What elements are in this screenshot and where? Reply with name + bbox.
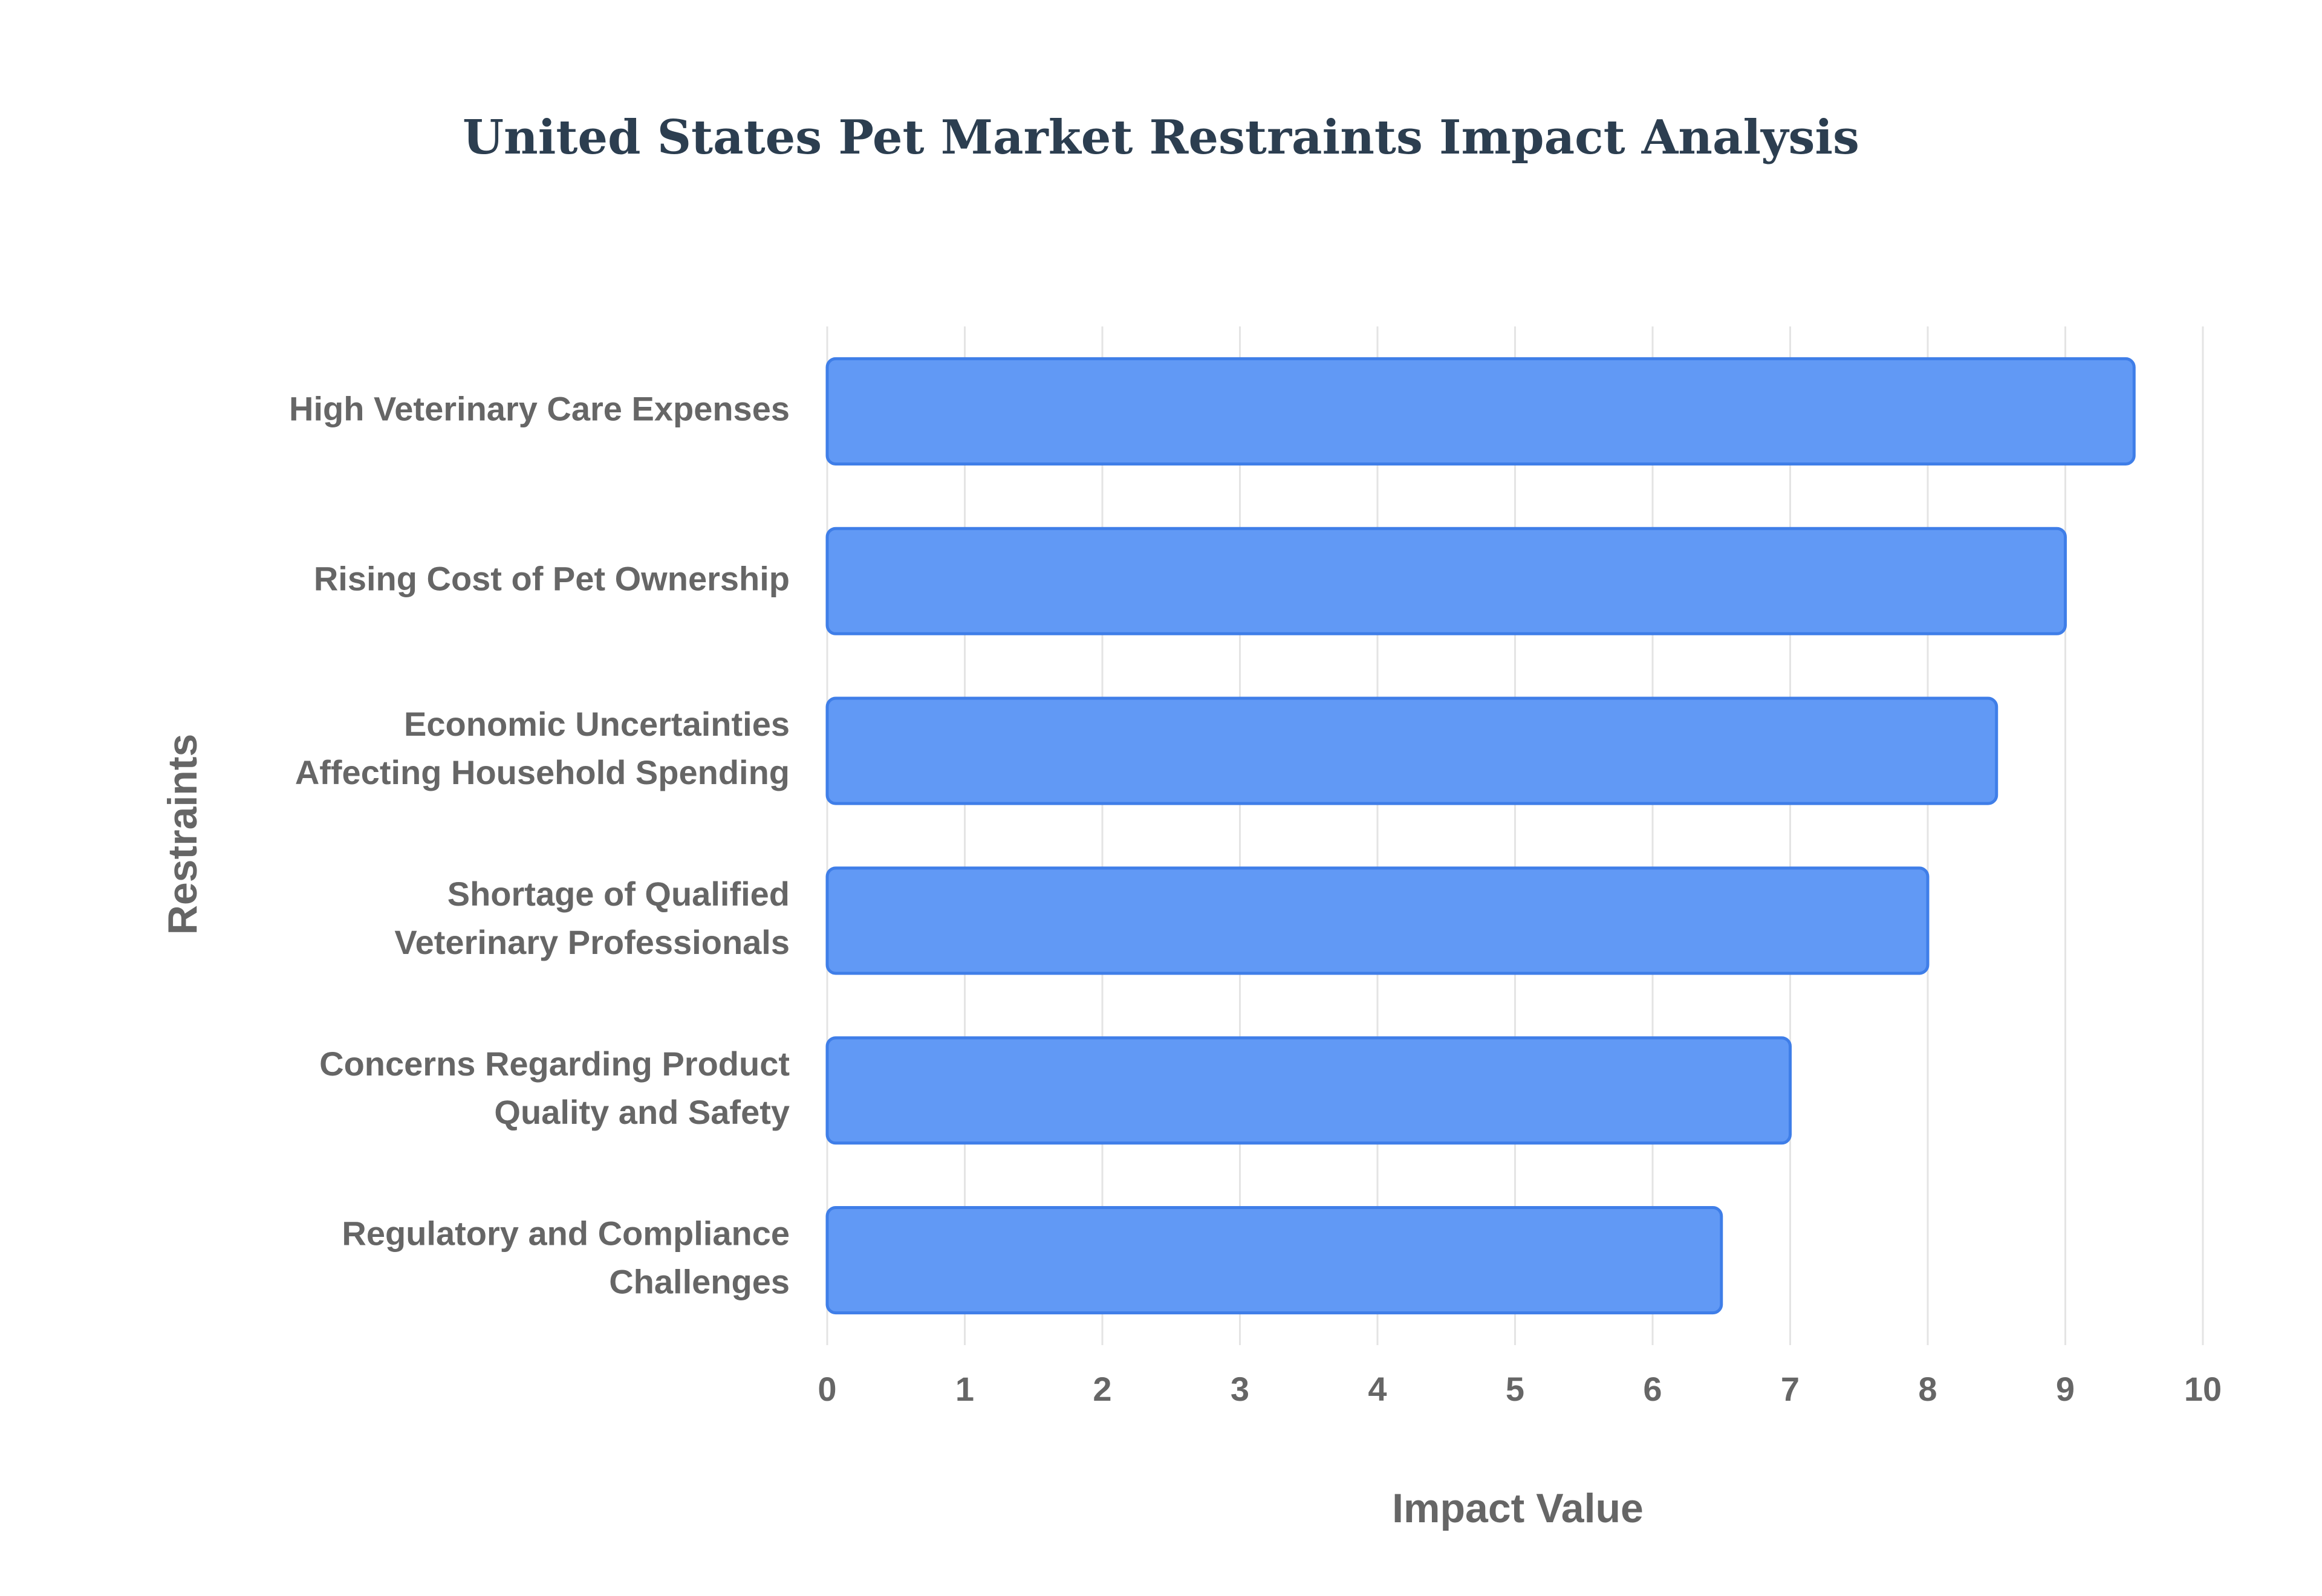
category-label: Shortage of Qualified Veterinary Professi… bbox=[394, 875, 790, 961]
x-tick-labels: 0 1 2 3 4 5 6 7 8 9 10 bbox=[818, 1370, 2222, 1408]
x-tick-label: 5 bbox=[1506, 1370, 1524, 1408]
chart-title: United States Pet Market Restraints Impa… bbox=[463, 110, 1859, 165]
x-tick-label: 0 bbox=[818, 1370, 836, 1408]
x-tick-label: 4 bbox=[1368, 1370, 1387, 1408]
bar bbox=[825, 866, 1930, 975]
grid-lines bbox=[826, 326, 2204, 1345]
category-label-line: Veterinary Professionals bbox=[394, 923, 790, 961]
x-tick-label: 7 bbox=[1781, 1370, 1800, 1408]
bar bbox=[825, 357, 2136, 465]
category-label-line: Shortage of Qualified bbox=[447, 875, 790, 913]
category-label-line: Regulatory and Compliance bbox=[342, 1214, 790, 1252]
x-axis-title: Impact Value bbox=[1392, 1485, 1644, 1531]
bar bbox=[825, 527, 2067, 635]
x-tick-label: 2 bbox=[1093, 1370, 1111, 1408]
category-labels: High Veterinary Care Expenses Rising Cost… bbox=[289, 389, 790, 1300]
category-label-line: Rising Cost of Pet Ownership bbox=[314, 559, 790, 597]
category-label-line: Concerns Regarding Product bbox=[319, 1045, 790, 1083]
x-tick-label: 3 bbox=[1231, 1370, 1249, 1408]
x-tick-label: 8 bbox=[1918, 1370, 1937, 1408]
bar bbox=[825, 1206, 1723, 1315]
y-axis-title: Restraints bbox=[160, 734, 206, 935]
x-tick-label: 10 bbox=[2184, 1370, 2222, 1408]
bar bbox=[825, 696, 1998, 805]
category-label-line: Challenges bbox=[609, 1262, 790, 1300]
x-tick-label: 9 bbox=[2056, 1370, 2075, 1408]
category-label: Regulatory and Compliance Challenges bbox=[342, 1214, 790, 1300]
category-label: High Veterinary Care Expenses bbox=[289, 389, 790, 427]
category-label: Concerns Regarding Product Quality and Sa… bbox=[319, 1045, 790, 1131]
category-label-line: Affecting Household Spending bbox=[295, 753, 790, 791]
x-tick-label: 1 bbox=[955, 1370, 974, 1408]
category-label: Rising Cost of Pet Ownership bbox=[314, 559, 790, 597]
category-label-line: High Veterinary Care Expenses bbox=[289, 389, 790, 427]
bars bbox=[825, 357, 2136, 1315]
category-label: Economic Uncertainties Affecting Househol… bbox=[295, 705, 790, 791]
x-tick-label: 6 bbox=[1643, 1370, 1662, 1408]
category-label-line: Economic Uncertainties bbox=[404, 705, 790, 743]
bar bbox=[825, 1036, 1792, 1145]
category-label-line: Quality and Safety bbox=[494, 1093, 790, 1131]
